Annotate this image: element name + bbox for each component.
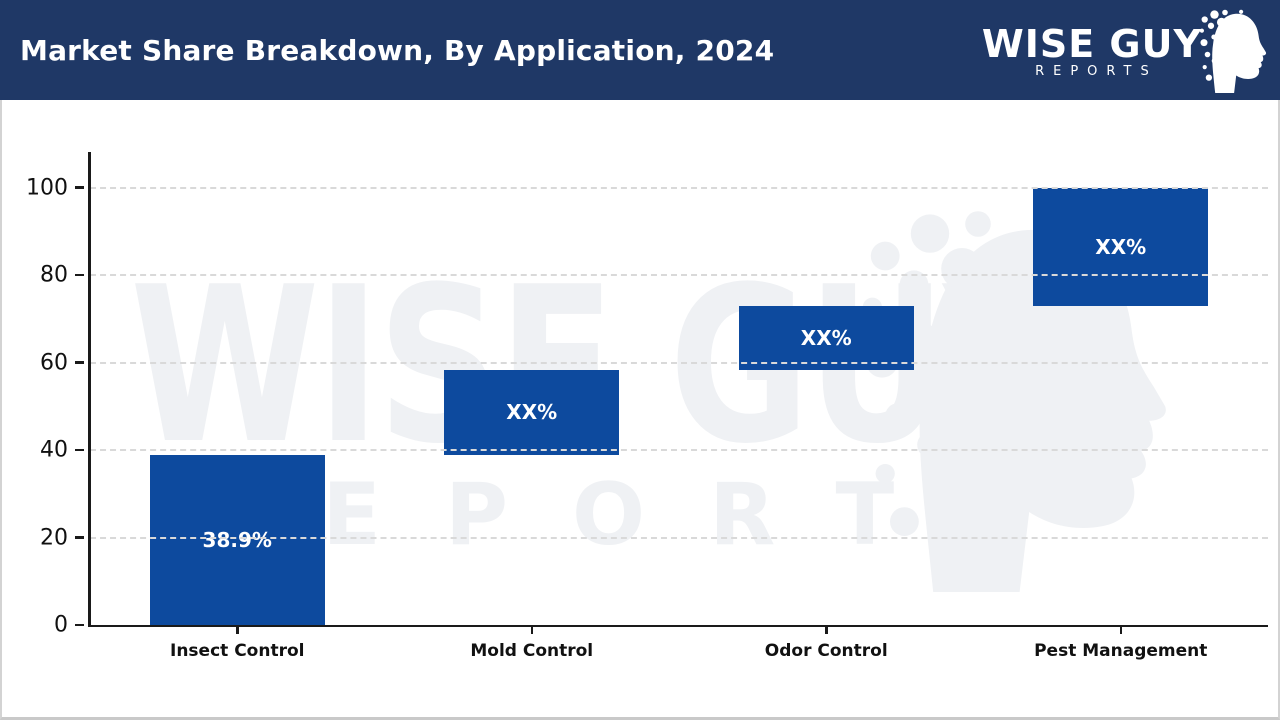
- x-tick-mark: [1119, 625, 1122, 634]
- y-tick-mark: [75, 623, 84, 627]
- x-tick-mark: [530, 625, 533, 634]
- gridline: [90, 274, 1268, 276]
- y-tick-mark: [75, 186, 84, 189]
- logo-text: WISE GUY REPORTS: [981, 21, 1202, 80]
- logo-wordmark: WISE GUY: [981, 21, 1202, 66]
- y-tick-mark: [75, 448, 84, 452]
- plot-region: 0 20 40 60 80 100 38.9% Insect Control XX% Mold C…: [26, 152, 1268, 661]
- bar-value-label: 38.9%: [202, 527, 272, 552]
- page-title: Market Share Breakdown, By Application, …: [20, 33, 775, 67]
- bar-value-label: XX%: [506, 400, 558, 425]
- y-tick-label: 80: [40, 262, 68, 288]
- y-axis-line: [88, 152, 91, 625]
- watermark-subtitle: REPORTS: [192, 465, 1085, 565]
- bar-mold-control: XX%: [444, 369, 620, 455]
- dotted-head-icon: [1199, 9, 1267, 93]
- logo-subtitle: REPORTS: [1035, 64, 1158, 80]
- y-tick-mark: [75, 361, 84, 364]
- y-tick-label: 40: [40, 437, 68, 463]
- x-axis-line: [88, 624, 1268, 627]
- x-tick-label: Mold Control: [470, 641, 594, 661]
- watermark-head-icon: [862, 211, 1166, 592]
- x-tick-label: Insect Control: [170, 641, 305, 661]
- gridline: [90, 361, 1268, 364]
- x-tick-mark: [825, 625, 828, 634]
- gridline: [90, 186, 1268, 189]
- y-tick-label: 60: [40, 350, 68, 375]
- wise-guy-logo: WISE GUY REPORTS: [982, 8, 1268, 94]
- y-tick-label: 20: [40, 525, 68, 550]
- y-tick-label: 0: [54, 612, 68, 638]
- y-tick-mark: [75, 273, 84, 277]
- x-tick-label: Pest Management: [1034, 641, 1208, 661]
- x-tick-label: Odor Control: [764, 641, 888, 661]
- x-tick-mark: [236, 625, 239, 634]
- y-tick-mark: [75, 536, 84, 539]
- chart-area: WISE GUY REPORTS 0 20 40 60 80 100 38.9% Insect…: [0, 100, 1280, 720]
- bar-insect-control: 38.9%: [149, 454, 325, 625]
- bar-value-label: XX%: [1095, 234, 1147, 259]
- header-bar: Market Share Breakdown, By Application, …: [0, 0, 1280, 100]
- gridline: [90, 536, 1268, 539]
- bar-value-label: XX%: [800, 326, 852, 350]
- y-tick-label: 100: [26, 175, 68, 200]
- bar-pest-management: XX%: [1033, 187, 1209, 307]
- gridline: [90, 449, 1268, 451]
- bar-odor-control: XX%: [738, 306, 914, 370]
